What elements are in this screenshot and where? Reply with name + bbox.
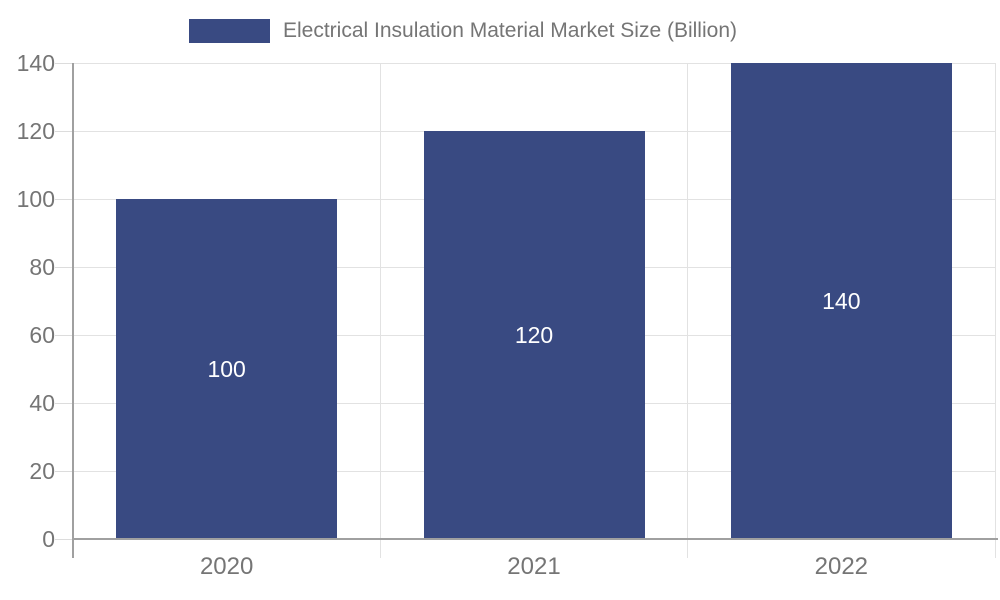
y-axis-tick	[55, 198, 73, 200]
y-axis-tick	[55, 62, 73, 64]
h-gridline	[73, 62, 995, 64]
x-axis-tick	[379, 539, 381, 558]
bar-value-label: 100	[207, 355, 246, 382]
y-axis-tick	[55, 402, 73, 404]
x-tick-label: 2021	[507, 553, 561, 580]
y-axis-tick	[55, 334, 73, 336]
y-axis-tick	[55, 470, 73, 472]
x-tick-label: 2022	[814, 553, 869, 580]
y-tick-label: 0	[42, 526, 55, 552]
v-gridline	[379, 63, 381, 539]
y-axis-tick	[55, 538, 73, 540]
y-tick-label: 100	[16, 186, 55, 212]
bar-2020[interactable]: 100	[116, 199, 338, 539]
bar-value-label: 140	[822, 287, 861, 314]
y-axis-tick	[55, 266, 73, 268]
y-tick-label: 60	[29, 322, 55, 348]
y-tick-label: 80	[29, 254, 55, 280]
y-axis-tick	[55, 130, 73, 132]
x-axis-line	[73, 538, 998, 540]
bar-2022[interactable]: 140	[730, 63, 952, 539]
legend-label: Electrical Insulation Material Market Si…	[283, 19, 737, 42]
y-tick-label: 140	[16, 50, 55, 76]
v-gridline	[994, 63, 996, 539]
v-gridline	[687, 63, 689, 539]
y-tick-label: 120	[16, 118, 55, 144]
y-tick-label: 20	[29, 458, 55, 484]
bar-2021[interactable]: 120	[423, 131, 645, 539]
legend-swatch	[189, 19, 270, 43]
x-axis-tick	[994, 539, 996, 558]
bar-value-label: 120	[514, 321, 554, 348]
legend-item[interactable]: Electrical Insulation Material Market Si…	[189, 19, 737, 43]
y-tick-label: 40	[29, 390, 55, 416]
y-axis-line	[72, 63, 74, 558]
x-axis-tick	[687, 539, 689, 558]
x-tick-label: 2020	[199, 553, 254, 580]
